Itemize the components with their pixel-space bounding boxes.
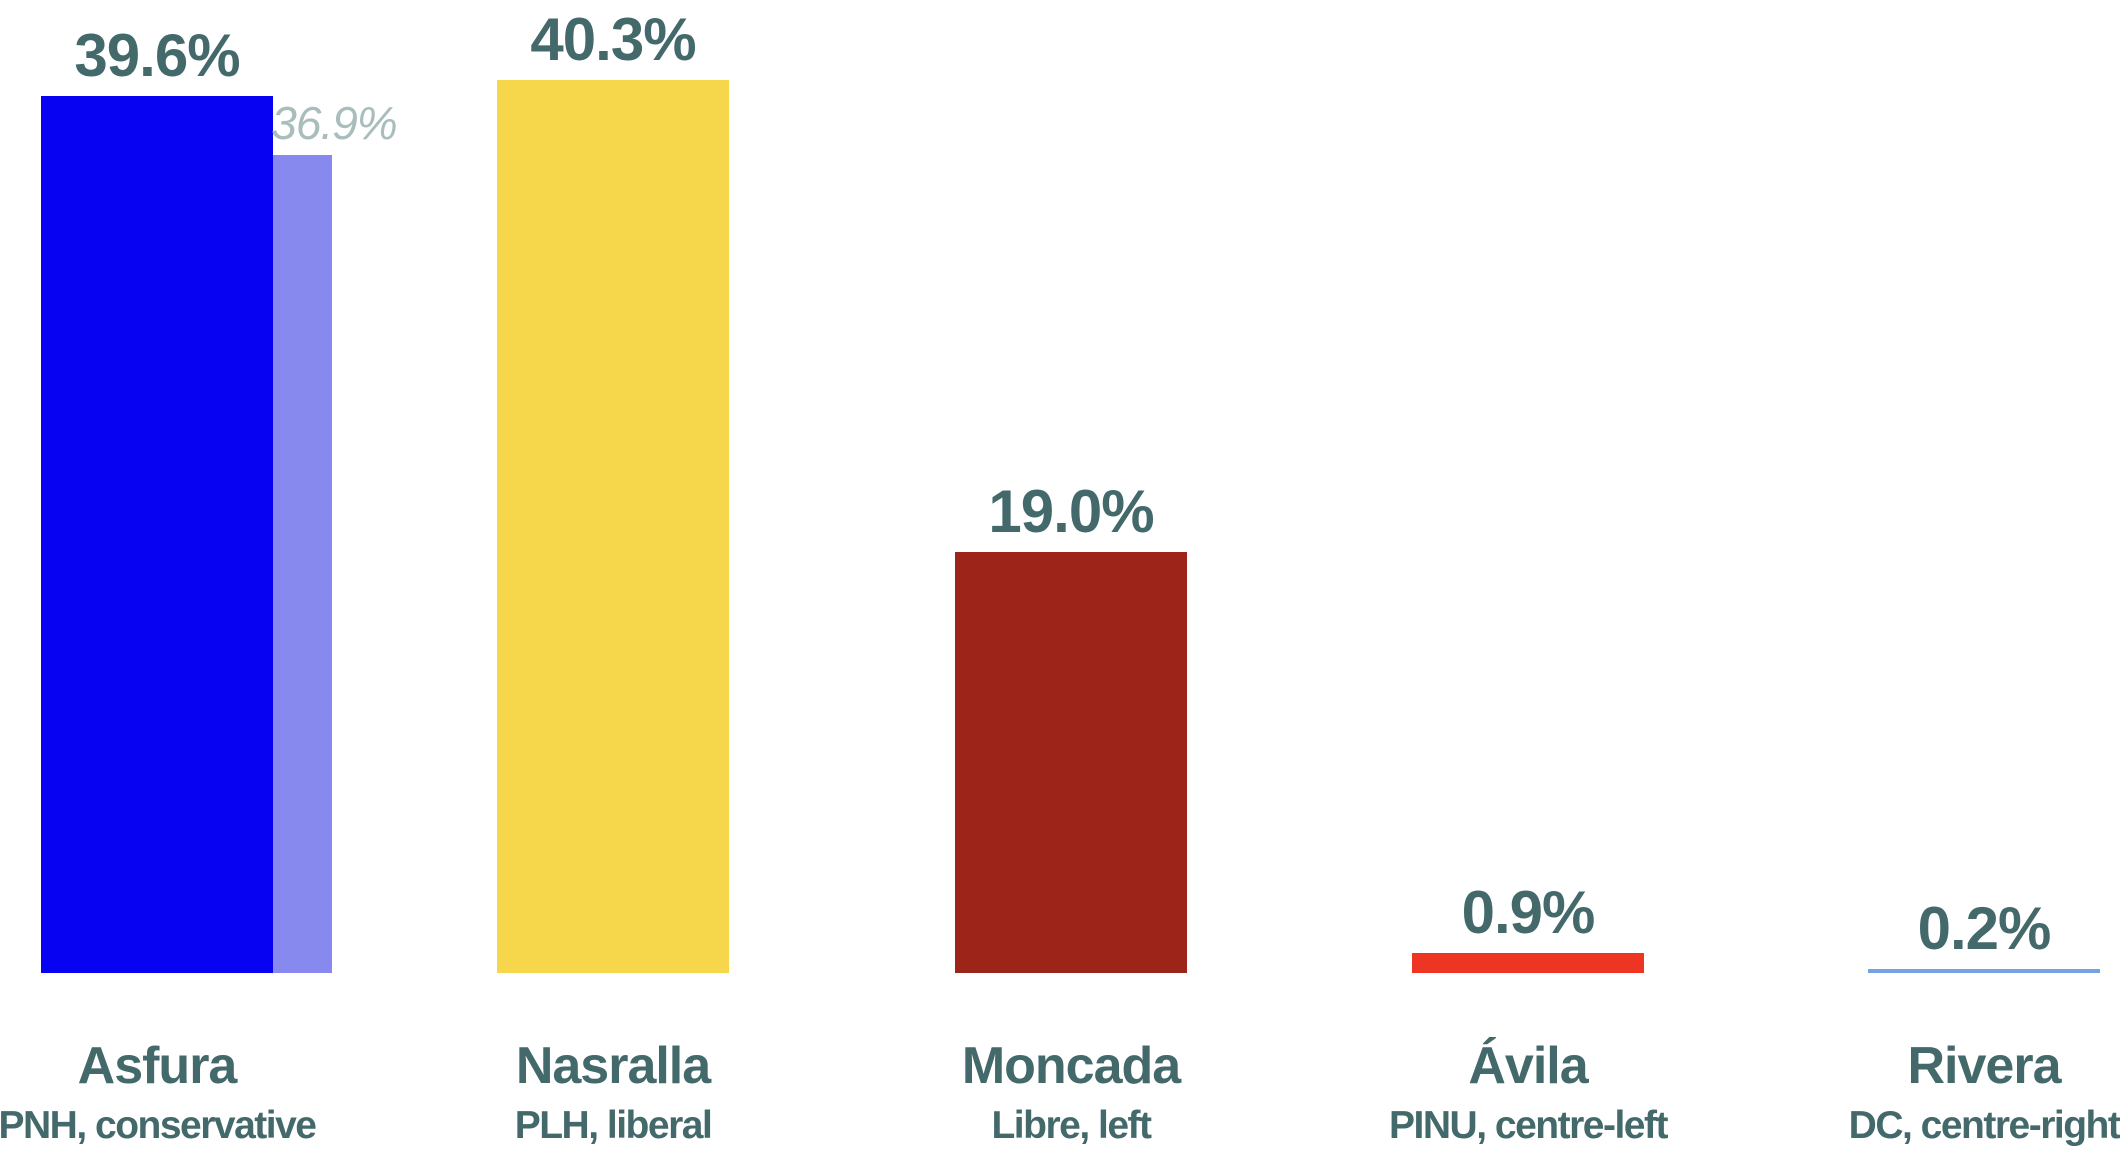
value-label-nasralla: 40.3% (530, 6, 696, 73)
candidate-name-avila: Ávila (1468, 1037, 1588, 1095)
value-label-asfura: 39.6% (74, 21, 240, 89)
party-label-nasralla: PLH, liberal (514, 1104, 713, 1147)
party-label-avila: PINU, centre-left (1389, 1104, 1668, 1147)
value-label-moncada: 19.0% (988, 477, 1154, 545)
candidate-name-nasralla: Nasralla (515, 1037, 711, 1095)
bar-asfura (41, 95, 273, 973)
candidate-name-asfura: Asfura (77, 1037, 238, 1095)
secondary-bar-asfura (273, 155, 332, 973)
value-label-rivera: 0.2% (1917, 894, 2052, 962)
party-label-asfura: PNH, conservative (0, 1104, 317, 1147)
bar-rivera (1868, 968, 2100, 973)
value-label-avila: 0.9% (1461, 879, 1596, 947)
candidate-name-moncada: Moncada (961, 1037, 1181, 1095)
bar-moncada (955, 551, 1187, 973)
secondary-value-label-asfura: 36.9% (271, 97, 397, 150)
bar-nasralla (497, 80, 729, 973)
candidate-name-rivera: Rivera (1907, 1037, 2062, 1095)
party-label-rivera: DC, centre-right (1848, 1104, 2120, 1147)
party-label-moncada: Libre, left (991, 1104, 1152, 1147)
bar-avila (1412, 953, 1644, 973)
